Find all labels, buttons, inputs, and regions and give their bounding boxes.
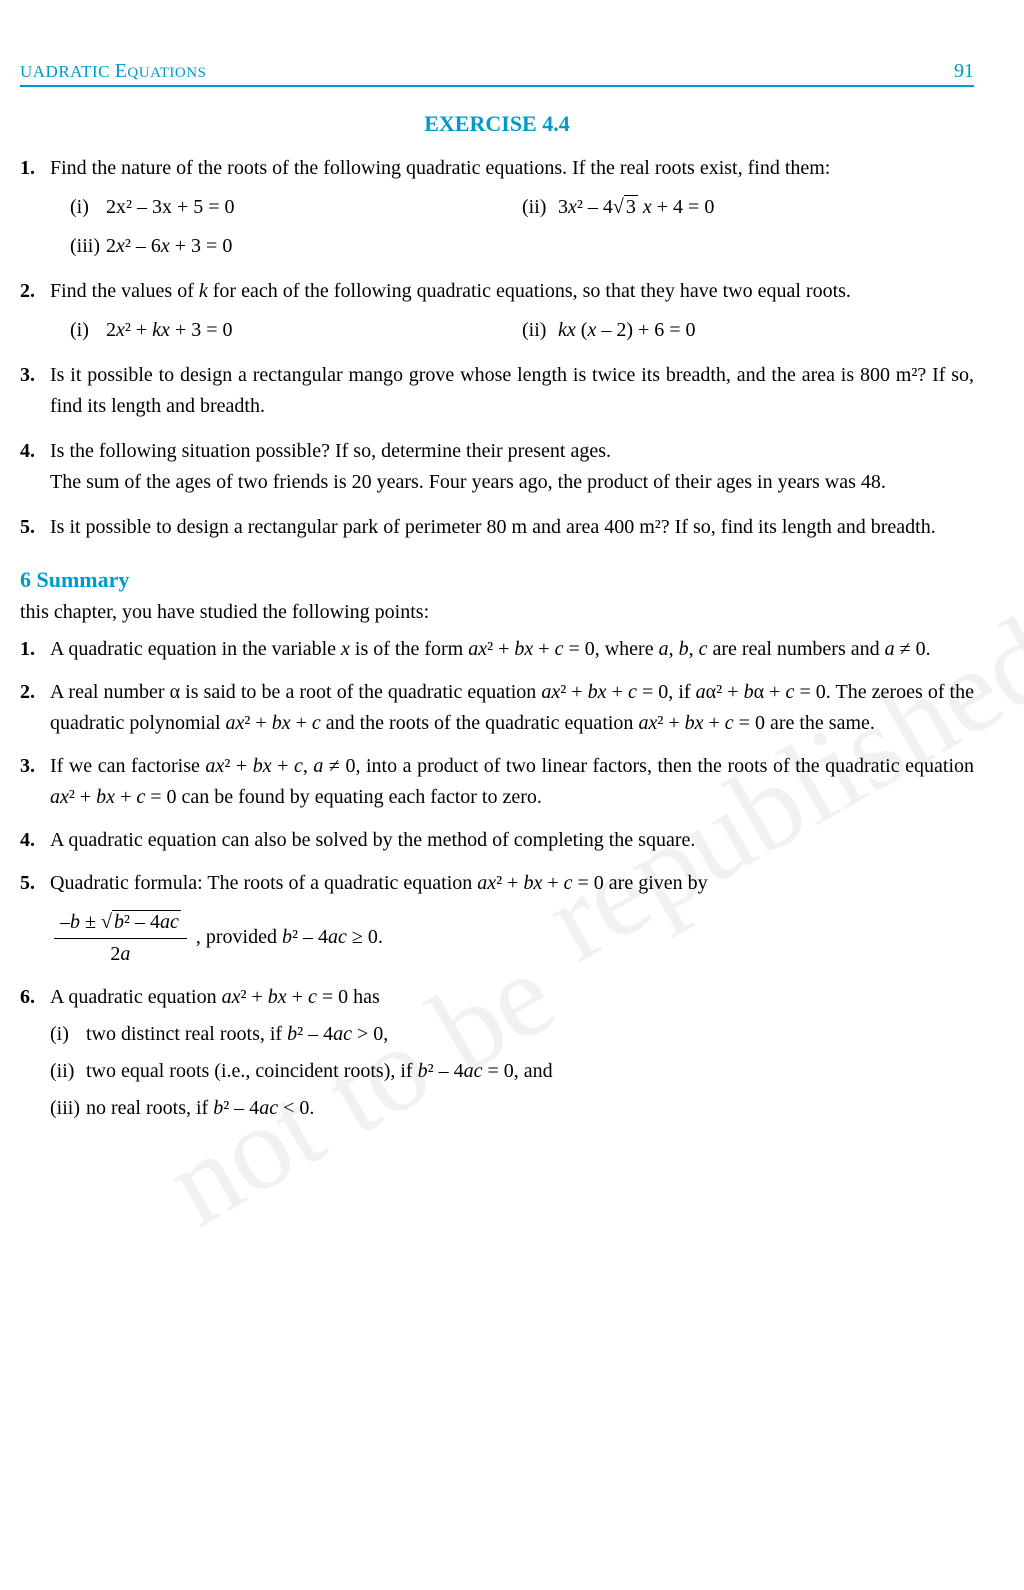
summary-text: A quadratic equation in the variable x i… <box>50 638 931 660</box>
exercise-list: 1. Find the nature of the roots of the f… <box>20 153 974 543</box>
exercise-item: 4. Is the following situation possible? … <box>50 436 974 498</box>
summary-intro: this chapter, you have studied the follo… <box>20 601 974 624</box>
summary-text: A quadratic equation ax² + bx + c = 0 ha… <box>50 986 380 1008</box>
sub-item: (iii)2x² – 6x + 3 = 0 <box>70 231 522 262</box>
exercise-text: Is it possible to design a rectangular p… <box>50 516 936 538</box>
exercise-item: 5. Is it possible to design a rectangula… <box>50 512 974 543</box>
exercise-item: 2. Find the values of k for each of the … <box>50 276 974 346</box>
roman-list: (i)two distinct real roots, if b² – 4ac … <box>50 1019 974 1124</box>
summary-item: 3. If we can factorise ax² + bx + c, a ≠… <box>50 751 974 813</box>
summary-item: 4. A quadratic equation can also be solv… <box>50 825 974 856</box>
summary-list: 1. A quadratic equation in the variable … <box>20 634 974 1124</box>
summary-text: A real number α is said to be a root of … <box>50 681 974 734</box>
sub-item: (ii)3x² – 4√3 x + 4 = 0 <box>522 192 974 223</box>
chapter-title: UADRATIC EQUATIONS <box>20 60 206 83</box>
sub-row: (iii)2x² – 6x + 3 = 0 <box>50 231 974 262</box>
sub-item: (i)2x² – 3x + 5 = 0 <box>70 192 522 223</box>
exercise-text: Is it possible to design a rectangular m… <box>50 364 974 417</box>
summary-item: 2. A real number α is said to be a root … <box>50 677 974 739</box>
sub-item: (i)2x² + kx + 3 = 0 <box>70 315 522 346</box>
exercise-text: The sum of the ages of two friends is 20… <box>50 471 886 493</box>
roman-item: (i)two distinct real roots, if b² – 4ac … <box>86 1019 974 1050</box>
exercise-title: EXERCISE 4.4 <box>20 111 974 137</box>
summary-text: If we can factorise ax² + bx + c, a ≠ 0,… <box>50 755 974 808</box>
section-title: 6 Summary <box>20 567 974 593</box>
exercise-text: Find the values of k for each of the fol… <box>50 280 851 302</box>
page-header: UADRATIC EQUATIONS 91 <box>20 60 974 87</box>
summary-item: 1. A quadratic equation in the variable … <box>50 634 974 665</box>
summary-item: 6. A quadratic equation ax² + bx + c = 0… <box>50 982 974 1124</box>
sub-item: (ii)kx (x – 2) + 6 = 0 <box>522 315 974 346</box>
sub-row: (i)2x² + kx + 3 = 0 (ii)kx (x – 2) + 6 =… <box>50 315 974 346</box>
quadratic-formula: –b ± √b² – 4ac 2a , provided b² – 4ac ≥ … <box>50 907 974 970</box>
summary-text: A quadratic equation can also be solved … <box>50 829 695 851</box>
exercise-text: Find the nature of the roots of the foll… <box>50 157 830 179</box>
roman-item: (ii)two equal roots (i.e., coincident ro… <box>86 1056 974 1087</box>
summary-text: Quadratic formula: The roots of a quadra… <box>50 872 708 894</box>
exercise-item: 3. Is it possible to design a rectangula… <box>50 360 974 422</box>
page-number: 91 <box>954 60 974 83</box>
exercise-item: 1. Find the nature of the roots of the f… <box>50 153 974 262</box>
roman-item: (iii)no real roots, if b² – 4ac < 0. <box>86 1093 974 1124</box>
summary-item: 5. Quadratic formula: The roots of a qua… <box>50 868 974 970</box>
sub-row: (i)2x² – 3x + 5 = 0 (ii)3x² – 4√3 x + 4 … <box>50 192 974 223</box>
exercise-text: Is the following situation possible? If … <box>50 440 611 462</box>
page: republished not to be UADRATIC EQUATIONS… <box>0 0 1024 1196</box>
